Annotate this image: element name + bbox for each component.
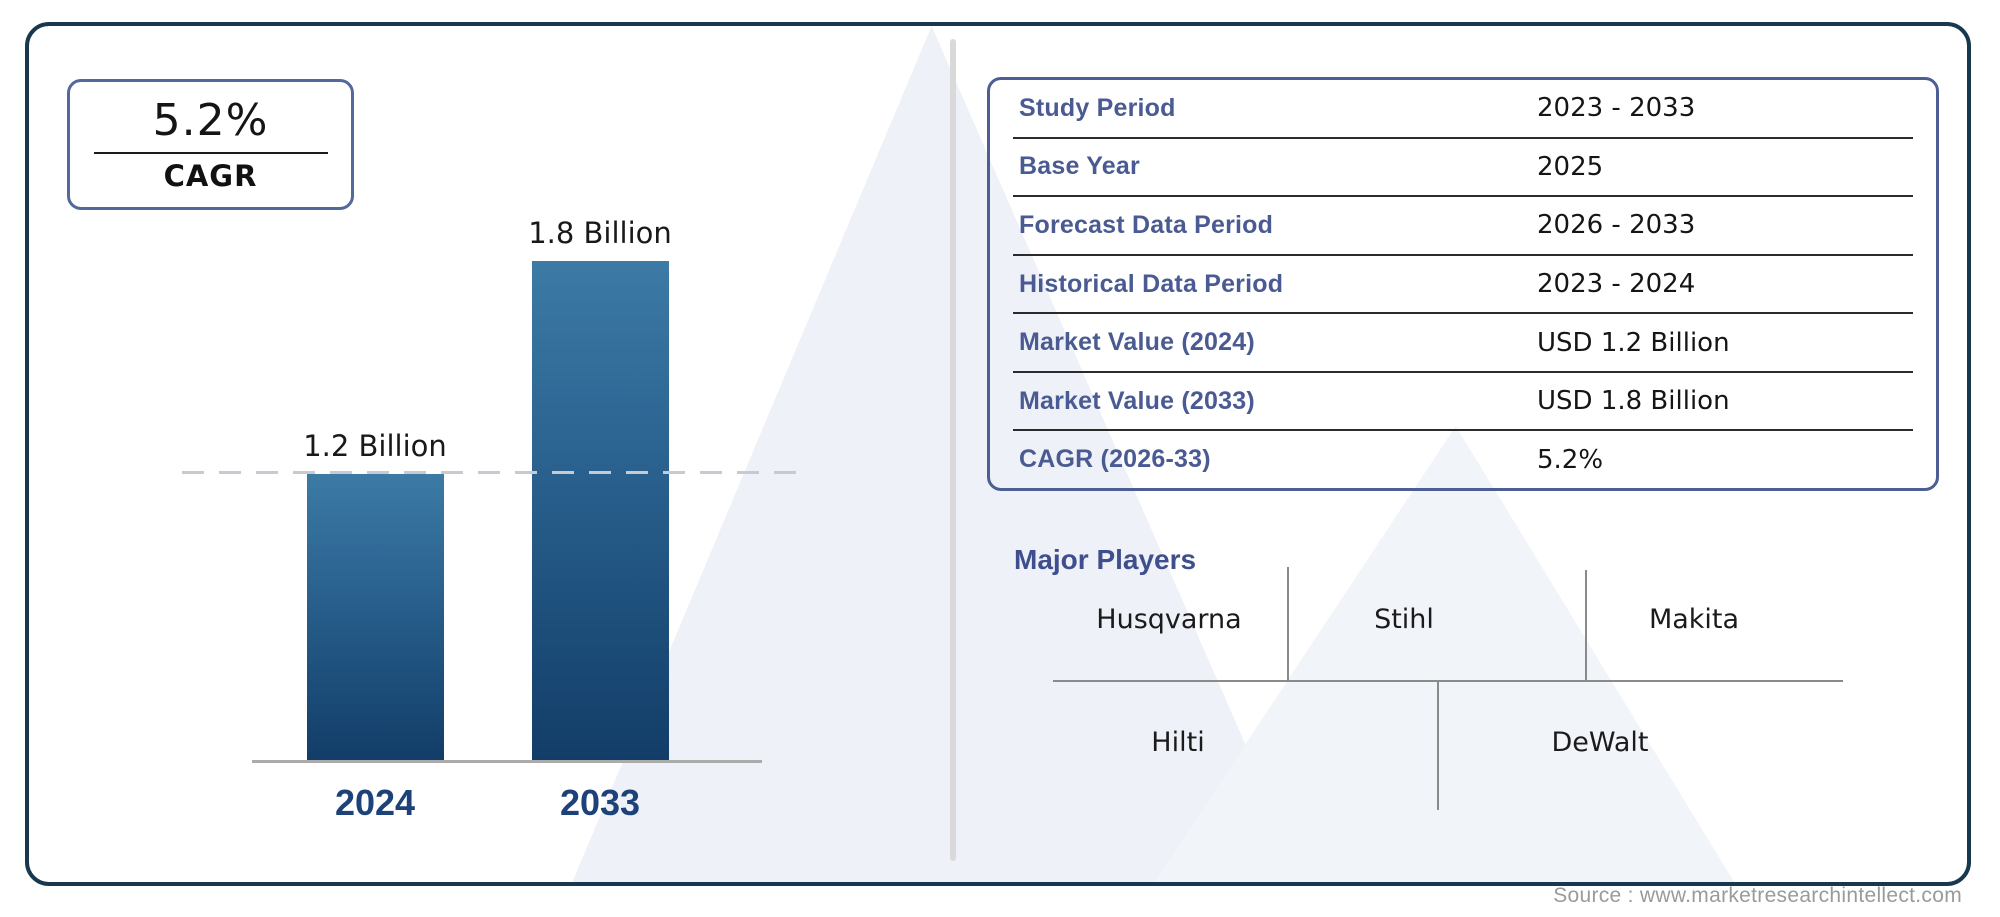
cagr-label: CAGR [163,158,258,193]
row-label: Market Value (2033) [1019,386,1255,415]
players-horizontal-line [1053,680,1843,682]
row-value: 5.2% [1537,444,1604,475]
reference-dashed-line [182,471,809,474]
players-divider-line [1437,682,1439,810]
row-value: USD 1.8 Billion [1537,386,1730,417]
x-axis-baseline [252,760,762,763]
cagr-badge: 5.2% CAGR [67,79,354,210]
player-makita: Makita [1648,604,1740,635]
table-row: Forecast Data Period 2026 - 2033 [1013,195,1913,254]
players-divider-line [1287,567,1289,680]
market-info-table: Study Period 2023 - 2033 Base Year 2025 … [987,77,1939,491]
bar-2033 [532,261,669,760]
table-row: Market Value (2024) USD 1.2 Billion [1013,312,1913,371]
x-tick-2033: 2033 [559,782,641,823]
table-row: Historical Data Period 2023 - 2024 [1013,253,1913,313]
infographic-card: 5.2% CAGR 1.2 Billion 1.8 Billion 2024 2… [25,22,1971,886]
table-row: Base Year 2025 [1013,136,1913,196]
row-label: Forecast Data Period [1019,210,1274,239]
bar-value-label-2024: 1.2 Billion [303,429,447,463]
row-label: Historical Data Period [1019,269,1284,298]
table-row: Study Period 2023 - 2033 [1013,80,1913,137]
bar-value-label-2033: 1.8 Billion [528,216,672,250]
table-row: CAGR (2026-33) 5.2% [1013,429,1913,488]
row-value: USD 1.2 Billion [1537,327,1730,358]
player-husqvarna: Husqvarna [1096,604,1242,635]
players-divider-line [1585,570,1587,680]
cagr-value: 5.2% [152,94,269,146]
player-dewalt: DeWalt [1551,727,1649,758]
table-row: Market Value (2033) USD 1.8 Billion [1013,370,1913,430]
row-label: Base Year [1019,152,1140,181]
row-label: Market Value (2024) [1019,328,1255,357]
bar-2024 [307,474,444,760]
row-label: CAGR (2026-33) [1019,445,1211,474]
row-value: 2023 - 2024 [1537,269,1696,300]
watermark-mountain-right [1149,426,1739,882]
source-attribution: Source : www.marketresearchintellect.com [1553,884,1962,907]
x-tick-2024: 2024 [334,782,416,823]
row-value: 2026 - 2033 [1537,210,1696,241]
player-stihl: Stihl [1374,604,1434,635]
row-label: Study Period [1019,93,1176,122]
player-hilti: Hilti [1151,727,1205,758]
row-value: 2023 - 2033 [1537,93,1696,124]
major-players-heading: Major Players [1014,544,1197,575]
vertical-divider [950,39,956,861]
cagr-badge-divider [93,151,328,154]
row-value: 2025 [1537,151,1604,182]
